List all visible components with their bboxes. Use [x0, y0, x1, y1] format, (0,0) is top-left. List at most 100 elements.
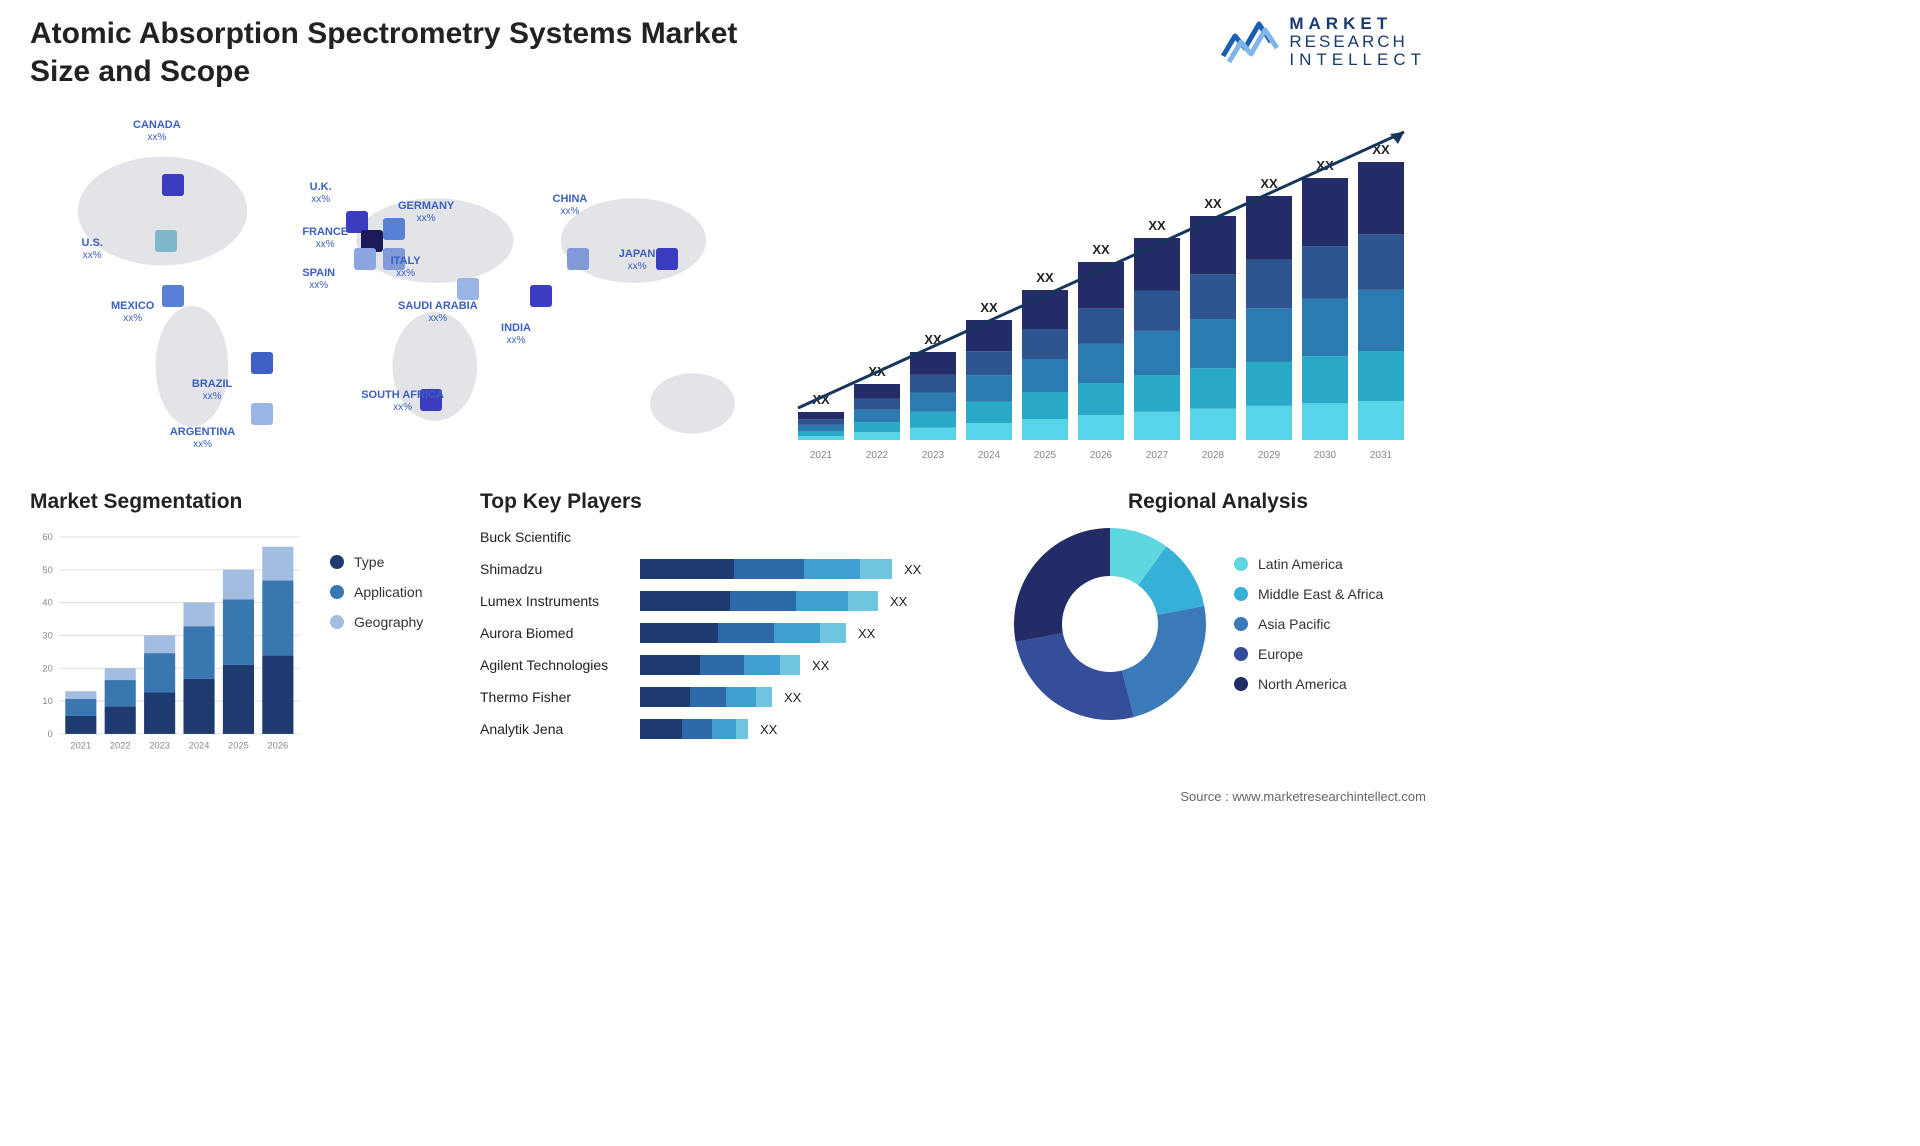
- player-bar-segment: [640, 719, 682, 739]
- legend-item: Europe: [1234, 646, 1383, 662]
- legend-swatch: [330, 585, 344, 599]
- country-label: SOUTH AFRICAxx%: [361, 389, 444, 413]
- svg-text:2024: 2024: [189, 740, 210, 750]
- svg-text:XX: XX: [980, 300, 998, 315]
- legend-item: Application: [330, 584, 460, 600]
- player-row: Analytik Jena XX: [480, 716, 990, 742]
- country-label: SPAINxx%: [302, 267, 335, 291]
- player-bar-segment: [640, 559, 734, 579]
- country-label: BRAZILxx%: [192, 378, 232, 402]
- player-bar-segment: [640, 687, 690, 707]
- forecast-chart-panel: 2021XX2022XX2023XX2024XX2025XX2026XX2027…: [786, 100, 1426, 470]
- legend-label: Geography: [354, 614, 423, 630]
- country-marker: [567, 248, 589, 270]
- logo-text-3: INTELLECT: [1289, 51, 1426, 69]
- player-name: Analytik Jena: [480, 721, 640, 737]
- player-value: XX: [858, 626, 875, 641]
- svg-text:0: 0: [48, 729, 53, 739]
- player-bar-segment: [796, 591, 848, 611]
- legend-swatch: [1234, 677, 1248, 691]
- player-row: Aurora BiomedXX: [480, 620, 990, 646]
- player-name: Buck Scientific: [480, 529, 640, 545]
- player-bar-segment: [726, 687, 756, 707]
- country-label: CHINAxx%: [553, 193, 588, 217]
- player-bar-segment: [860, 559, 892, 579]
- legend-swatch: [330, 555, 344, 569]
- logo-text-1: MARKET: [1289, 15, 1426, 33]
- player-bar-segment: [640, 623, 718, 643]
- player-value: XX: [760, 722, 777, 737]
- country-marker: [251, 403, 273, 425]
- player-bar-segment: [640, 591, 730, 611]
- upper-row: CANADAxx%U.S.xx%MEXICOxx%BRAZILxx%ARGENT…: [0, 90, 1456, 470]
- svg-text:XX: XX: [1036, 270, 1054, 285]
- player-name: Lumex Instruments: [480, 593, 640, 609]
- svg-text:XX: XX: [1260, 176, 1278, 191]
- legend-label: Latin America: [1258, 556, 1343, 572]
- country-label: JAPANxx%: [619, 248, 655, 272]
- player-bar-segment: [700, 655, 744, 675]
- svg-text:30: 30: [42, 630, 52, 640]
- player-row: Buck Scientific: [480, 524, 990, 550]
- player-bar-segment: [690, 687, 726, 707]
- regional-donut-chart: [1010, 524, 1210, 724]
- country-label: MEXICOxx%: [111, 300, 154, 324]
- country-marker: [354, 248, 376, 270]
- header: Atomic Absorption Spectrometry Systems M…: [0, 0, 1456, 90]
- country-label: INDIAxx%: [501, 322, 531, 346]
- player-name: Thermo Fisher: [480, 689, 640, 705]
- player-row: Thermo FisherXX: [480, 684, 990, 710]
- page-title: Atomic Absorption Spectrometry Systems M…: [30, 15, 780, 90]
- svg-text:2031: 2031: [1370, 450, 1393, 461]
- segmentation-chart: 0102030405060202120222023202420252026: [30, 524, 310, 757]
- regional-panel: Regional Analysis Latin America Middle Ea…: [1010, 490, 1426, 750]
- legend-label: Application: [354, 584, 423, 600]
- player-bar-segment: [774, 623, 820, 643]
- source-attribution: Source : www.marketresearchintellect.com: [1180, 789, 1426, 804]
- player-value: XX: [812, 658, 829, 673]
- svg-text:2026: 2026: [267, 740, 288, 750]
- svg-text:2026: 2026: [1090, 450, 1113, 461]
- legend-item: North America: [1234, 676, 1383, 692]
- country-marker: [251, 352, 273, 374]
- player-bar: [640, 687, 772, 707]
- legend-label: North America: [1258, 676, 1347, 692]
- player-name: Agilent Technologies: [480, 657, 640, 673]
- player-bar-segment: [734, 559, 804, 579]
- country-marker: [530, 285, 552, 307]
- svg-text:XX: XX: [1092, 242, 1110, 257]
- country-marker: [155, 230, 177, 252]
- svg-text:60: 60: [42, 532, 52, 542]
- country-label: U.K.xx%: [310, 181, 332, 205]
- brand-logo: MARKET RESEARCH INTELLECT: [1221, 15, 1426, 69]
- svg-text:2029: 2029: [1258, 450, 1281, 461]
- player-row: Shimadzu XX: [480, 556, 990, 582]
- svg-text:2023: 2023: [922, 450, 945, 461]
- country-label: U.S.xx%: [82, 237, 103, 261]
- player-bar-segment: [730, 591, 796, 611]
- legend-label: Middle East & Africa: [1258, 586, 1383, 602]
- player-value: XX: [904, 562, 921, 577]
- legend-label: Type: [354, 554, 384, 570]
- player-bar-segment: [736, 719, 748, 739]
- country-marker: [162, 174, 184, 196]
- legend-label: Asia Pacific: [1258, 616, 1330, 632]
- svg-text:2030: 2030: [1314, 450, 1337, 461]
- svg-text:2028: 2028: [1202, 450, 1225, 461]
- player-bar-segment: [682, 719, 712, 739]
- segmentation-panel: Market Segmentation 01020304050602021202…: [30, 490, 460, 750]
- svg-text:2022: 2022: [866, 450, 889, 461]
- player-name: Shimadzu: [480, 561, 640, 577]
- country-label: ITALYxx%: [391, 255, 421, 279]
- player-bar: [640, 719, 748, 739]
- regional-title: Regional Analysis: [1010, 490, 1426, 514]
- country-marker: [457, 278, 479, 300]
- player-bar: [640, 559, 892, 579]
- svg-text:40: 40: [42, 598, 52, 608]
- svg-text:2025: 2025: [1034, 450, 1057, 461]
- legend-item: Latin America: [1234, 556, 1383, 572]
- legend-item: Type: [330, 554, 460, 570]
- country-label: GERMANYxx%: [398, 200, 454, 224]
- lower-row: Market Segmentation 01020304050602021202…: [0, 470, 1456, 750]
- players-title: Top Key Players: [480, 490, 990, 514]
